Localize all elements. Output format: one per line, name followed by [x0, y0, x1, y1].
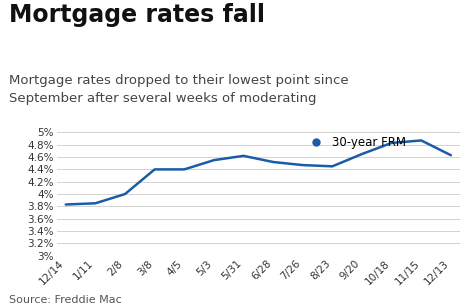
Legend: 30-year FRM: 30-year FRM: [304, 136, 406, 149]
Text: Mortgage rates fall: Mortgage rates fall: [9, 3, 265, 27]
Text: Mortgage rates dropped to their lowest point since
September after several weeks: Mortgage rates dropped to their lowest p…: [9, 74, 349, 105]
Text: Source: Freddie Mac: Source: Freddie Mac: [9, 295, 122, 305]
